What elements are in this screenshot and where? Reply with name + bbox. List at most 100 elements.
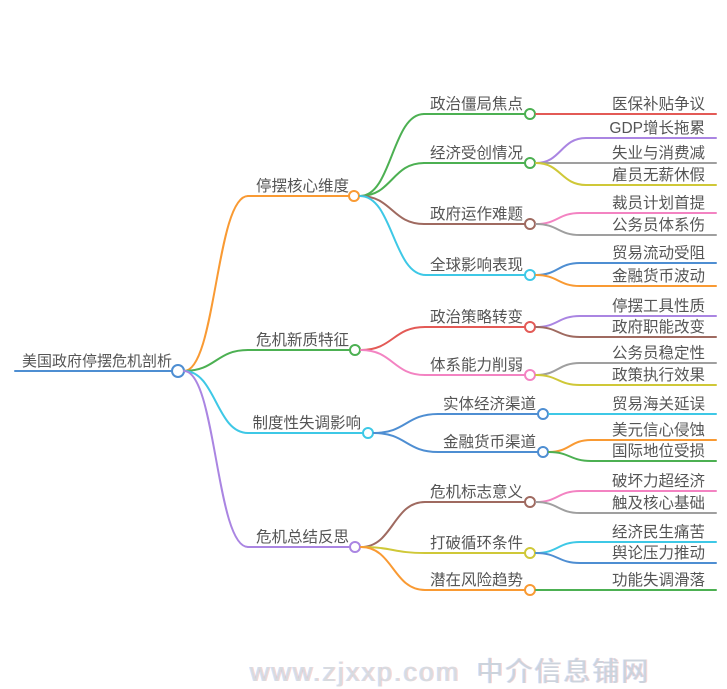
leaf-label[interactable]: GDP增长拖累 bbox=[609, 119, 705, 137]
node-financial-currency-channel: 金融货币渠道 美元信心侵蚀 国际地位受损 bbox=[373, 421, 717, 462]
node-policy-execution-effect: 政策执行效果 bbox=[535, 366, 717, 386]
link-curve bbox=[183, 370, 249, 434]
node-label[interactable]: 政治僵局焦点 bbox=[430, 95, 523, 113]
node-circle[interactable] bbox=[524, 584, 536, 596]
leaf-label[interactable]: 经济民生痛苦 bbox=[612, 523, 705, 541]
node-political-deadlock-focus: 政治僵局焦点 医保补贴争议 bbox=[359, 95, 717, 197]
leaf-label[interactable]: 停摆工具性质 bbox=[612, 297, 705, 315]
leaf-label[interactable]: 功能失调滑落 bbox=[612, 571, 706, 589]
node-root: 美国政府停摆危机剖析 bbox=[14, 353, 185, 378]
watermark-url: www.zjxxp.com bbox=[250, 657, 461, 687]
node-international-status-damage: 国际地位受损 bbox=[548, 442, 717, 462]
node-circle[interactable] bbox=[524, 496, 536, 508]
leaf-line bbox=[535, 326, 717, 338]
leaf-label[interactable]: 贸易流动受阻 bbox=[612, 244, 705, 262]
link-curve bbox=[360, 501, 426, 548]
node-real-economy-channel: 实体经济渠道 贸易海关延误 bbox=[373, 395, 717, 434]
node-label[interactable]: 经济受创情况 bbox=[430, 144, 523, 162]
leaf-label[interactable]: 舆论压力推动 bbox=[612, 544, 705, 562]
node-employee-unpaid-furlough: 雇员无薪休假 bbox=[535, 162, 717, 186]
node-circle[interactable] bbox=[524, 369, 536, 381]
link-curve bbox=[359, 195, 425, 225]
leaf-label[interactable]: 政府职能改变 bbox=[612, 318, 705, 336]
leaf-line bbox=[548, 451, 717, 462]
link-curve bbox=[373, 413, 439, 434]
node-circle[interactable] bbox=[171, 364, 185, 378]
node-government-function-change: 政府职能改变 bbox=[535, 318, 717, 338]
node-public-opinion-push: 舆论压力推动 bbox=[535, 544, 717, 564]
node-circle[interactable] bbox=[524, 218, 536, 230]
node-cycle-breaking-conditions: 打破循环条件 经济民生痛苦 舆论压力推动 bbox=[360, 523, 717, 564]
leaf-label[interactable]: 政策执行效果 bbox=[612, 366, 705, 384]
watermark: www.zjxxp.com 中介信息铺网 bbox=[250, 650, 651, 689]
node-economic-damage: 经济受创情况 GDP增长拖累 失业与消费减 雇员无薪休假 bbox=[359, 119, 717, 197]
node-label[interactable]: 危机标志意义 bbox=[430, 482, 523, 501]
leaf-label[interactable]: 国际地位受损 bbox=[612, 442, 705, 460]
node-label[interactable]: 美国政府停摆危机剖析 bbox=[22, 353, 172, 370]
node-label[interactable]: 停摆核心维度 bbox=[256, 177, 349, 195]
leaf-label[interactable]: 金融货币波动 bbox=[612, 267, 705, 285]
node-crisis-reflection: 危机总结反思 bbox=[183, 370, 361, 553]
link-curve bbox=[183, 349, 249, 372]
node-circle[interactable] bbox=[348, 190, 360, 202]
leaf-label[interactable]: 公务员稳定性 bbox=[612, 344, 705, 362]
node-label[interactable]: 金融货币渠道 bbox=[443, 433, 536, 451]
link-curve bbox=[359, 195, 427, 276]
node-circle[interactable] bbox=[349, 344, 361, 356]
link-curve bbox=[373, 432, 439, 453]
node-circle[interactable] bbox=[524, 321, 536, 333]
node-circle[interactable] bbox=[349, 541, 361, 553]
node-label[interactable]: 危机新质特征 bbox=[256, 331, 349, 349]
node-trade-customs-delay: 贸易海关延误 bbox=[548, 395, 717, 415]
node-global-impact: 全球影响表现 贸易流动受阻 金融货币波动 bbox=[359, 195, 717, 287]
node-dysfunction-slide: 功能失调滑落 bbox=[535, 571, 717, 591]
node-circle[interactable] bbox=[362, 427, 374, 439]
node-institutional-dysfunction-impact: 制度性失调影响 bbox=[183, 370, 374, 439]
node-circle[interactable] bbox=[524, 269, 536, 281]
leaf-line bbox=[535, 162, 717, 186]
node-label[interactable]: 政治策略转变 bbox=[430, 308, 523, 326]
node-circle[interactable] bbox=[524, 108, 536, 120]
node-circle[interactable] bbox=[524, 157, 536, 169]
node-crisis-significance: 危机标志意义 破坏力超经济 触及核心基础 bbox=[360, 472, 717, 548]
node-civil-service-system-hurt: 公务员体系伤 bbox=[535, 216, 717, 236]
node-label[interactable]: 危机总结反思 bbox=[256, 528, 349, 546]
node-healthcare-subsidy-dispute: 医保补贴争议 bbox=[535, 95, 717, 115]
node-crisis-new-traits: 危机新质特征 bbox=[183, 331, 361, 372]
leaf-label[interactable]: 美元信心侵蚀 bbox=[612, 421, 705, 439]
leaf-label[interactable]: 触及核心基础 bbox=[612, 494, 705, 512]
node-system-capacity-weakening: 体系能力削弱 公务员稳定性 政策执行效果 bbox=[360, 344, 717, 386]
leaf-label[interactable]: 裁员计划首提 bbox=[612, 194, 706, 212]
leaf-line bbox=[535, 274, 717, 287]
node-label[interactable]: 潜在风险趋势 bbox=[430, 571, 523, 589]
link-curve bbox=[360, 349, 426, 376]
node-circle[interactable] bbox=[524, 547, 536, 559]
node-label[interactable]: 全球影响表现 bbox=[430, 256, 523, 274]
leaf-line bbox=[535, 501, 717, 514]
node-government-operation-trouble: 政府运作难题 裁员计划首提 公务员体系伤 bbox=[359, 194, 717, 236]
link-curve bbox=[360, 326, 426, 351]
watermark-site-name: 中介信息铺网 bbox=[476, 657, 651, 687]
link-curve bbox=[183, 370, 249, 548]
node-label[interactable]: 政府运作难题 bbox=[430, 205, 523, 223]
node-political-strategy-shift: 政治策略转变 停摆工具性质 政府职能改变 bbox=[360, 297, 717, 351]
node-label[interactable]: 打破循环条件 bbox=[430, 534, 523, 552]
link-curve bbox=[183, 195, 249, 372]
leaf-label[interactable]: 公务员体系伤 bbox=[612, 216, 705, 234]
leaf-label[interactable]: 贸易海关延误 bbox=[612, 395, 705, 413]
leaf-line bbox=[535, 223, 717, 236]
link-curve bbox=[359, 113, 425, 197]
node-potential-risk-trend: 潜在风险趋势 功能失调滑落 bbox=[360, 546, 717, 596]
node-circle[interactable] bbox=[537, 408, 549, 420]
node-label[interactable]: 体系能力削弱 bbox=[430, 356, 523, 374]
leaf-line bbox=[535, 552, 717, 564]
node-label[interactable]: 实体经济渠道 bbox=[443, 395, 536, 413]
node-circle[interactable] bbox=[537, 446, 549, 458]
leaf-label[interactable]: 失业与消费减 bbox=[612, 144, 706, 162]
leaf-label[interactable]: 医保补贴争议 bbox=[612, 95, 706, 113]
leaf-line bbox=[535, 374, 717, 386]
leaf-label[interactable]: 破坏力超经济 bbox=[612, 472, 706, 490]
leaf-label[interactable]: 雇员无薪休假 bbox=[612, 166, 705, 184]
node-label[interactable]: 制度性失调影响 bbox=[252, 414, 361, 432]
